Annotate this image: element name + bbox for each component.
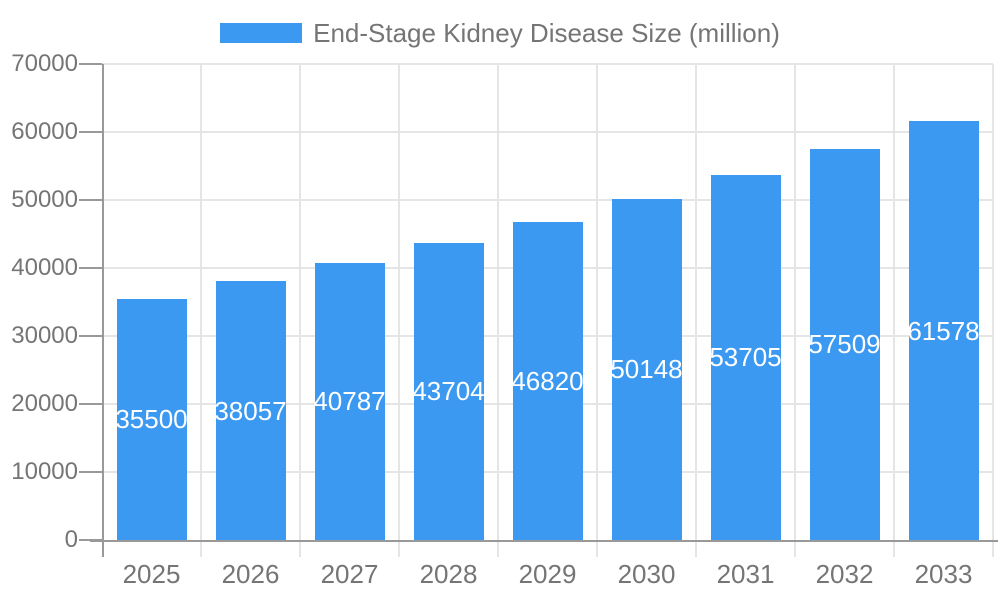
bar-value-label: 40787 (313, 386, 386, 417)
bar-value-label: 61578 (907, 315, 980, 346)
v-gridline (200, 64, 202, 557)
v-gridline (893, 64, 895, 557)
bar-value-label: 35500 (115, 404, 188, 435)
y-axis-line (102, 64, 104, 557)
x-axis-line (90, 540, 998, 542)
x-tick-label: 2030 (617, 559, 676, 589)
bar-value-label: 50148 (610, 354, 683, 385)
y-tick-mark (79, 335, 102, 337)
y-tick-mark (79, 471, 102, 473)
v-gridline (794, 64, 796, 557)
y-tick-mark (79, 63, 102, 65)
bar[interactable] (809, 148, 880, 540)
v-gridline (299, 64, 301, 557)
bar-value-label: 38057 (214, 395, 287, 426)
y-tick-label: 0 (64, 526, 78, 553)
bar[interactable] (116, 298, 187, 540)
y-tick-label: 40000 (11, 254, 78, 281)
y-tick-mark (79, 267, 102, 269)
x-tick-label: 2031 (716, 559, 775, 589)
y-tick-label: 30000 (11, 322, 78, 349)
v-gridline (596, 64, 598, 557)
v-gridline (497, 64, 499, 557)
x-tick-label: 2026 (221, 559, 280, 589)
x-tick-label: 2025 (122, 559, 181, 589)
y-tick-mark (79, 199, 102, 201)
y-tick-label: 60000 (11, 118, 78, 145)
x-tick-label: 2032 (815, 559, 874, 589)
x-tick-label: 2029 (518, 559, 577, 589)
y-tick-mark (79, 131, 102, 133)
bar-value-label: 53705 (709, 342, 782, 373)
x-tick-label: 2028 (419, 559, 478, 589)
x-tick-label: 2027 (320, 559, 379, 589)
bar[interactable] (710, 174, 781, 540)
y-tick-label: 70000 (11, 50, 78, 77)
y-tick-label: 20000 (11, 390, 78, 417)
y-tick-label: 50000 (11, 186, 78, 213)
bar[interactable] (611, 198, 682, 540)
bar-value-label: 43704 (412, 376, 485, 407)
h-gridline (102, 63, 993, 65)
bar[interactable] (314, 262, 385, 540)
v-gridline (992, 64, 994, 557)
v-gridline (695, 64, 697, 557)
y-tick-mark (79, 403, 102, 405)
y-tick-label: 10000 (11, 458, 78, 485)
bar[interactable] (512, 221, 583, 540)
legend-label: End-Stage Kidney Disease Size (million) (313, 17, 780, 48)
x-tick-label: 2033 (914, 559, 973, 589)
legend[interactable]: End-Stage Kidney Disease Size (million) (0, 16, 1000, 50)
bar[interactable] (908, 121, 979, 540)
legend-swatch (220, 23, 303, 43)
bar-value-label: 57509 (808, 329, 881, 360)
bar[interactable] (413, 242, 484, 540)
bar-value-label: 46820 (511, 365, 584, 396)
h-gridline (102, 131, 993, 133)
h-gridline (102, 199, 993, 201)
v-gridline (398, 64, 400, 557)
bar[interactable] (215, 281, 286, 540)
